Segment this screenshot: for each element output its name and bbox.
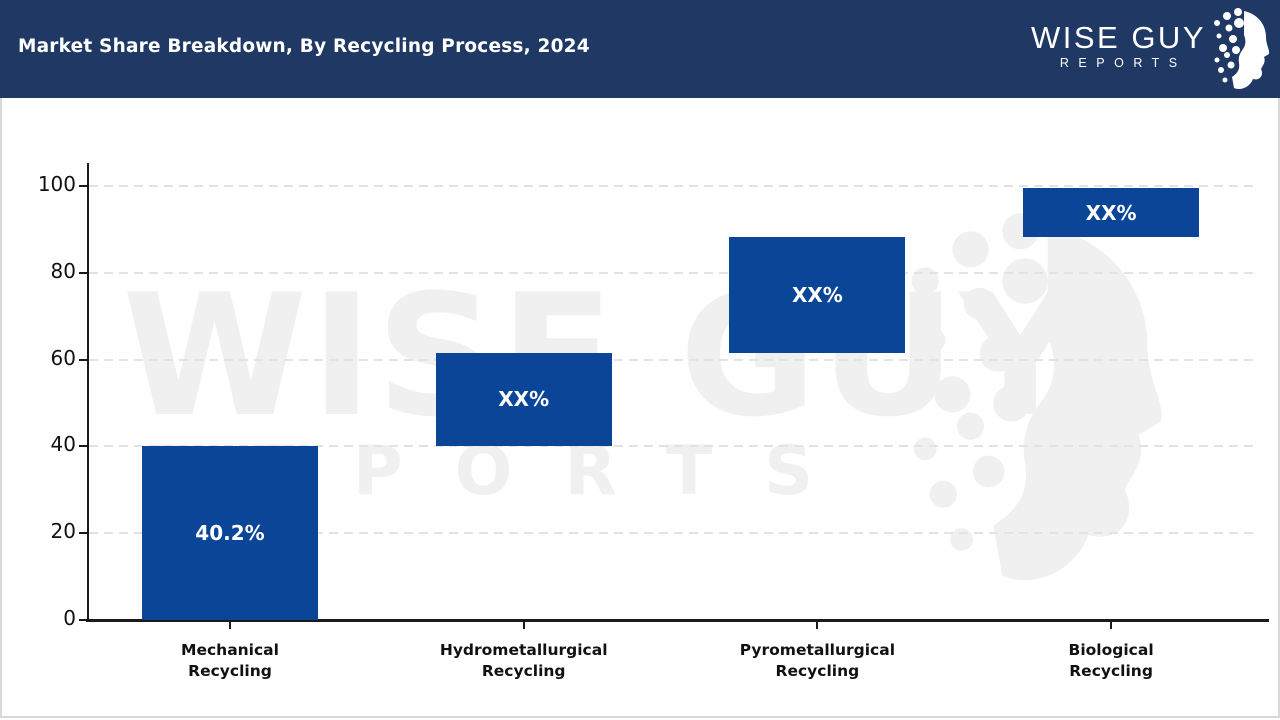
x-category-label: Pyrometallurgical Recycling [697,640,937,682]
y-tick-mark [79,532,88,535]
x-category-label-line: Mechanical [181,641,279,659]
bar-3 [1023,188,1200,238]
gridline [89,358,1256,361]
x-category-label-line: Hydrometallurgical [439,641,608,659]
brand-name: WISE GUY [1030,20,1206,55]
y-tick-label: 100 [37,172,76,196]
x-category-label-line: Biological [1068,641,1154,659]
y-tick-label: 0 [63,606,76,630]
x-category-label: Biological Recycling [991,640,1231,682]
bar-0 [142,445,318,620]
brand-head-icon [1214,8,1270,89]
watermark-head-icon [911,213,1162,581]
x-tick-mark [1110,621,1113,629]
y-tick-mark [79,619,88,621]
brand-subname: REPORTS [1059,55,1187,70]
x-category-label: Hydrometallurgical Recycling [404,640,644,682]
bar-1 [435,353,612,446]
gridline [89,445,1256,448]
y-tick-label: 60 [50,345,76,370]
x-category-label-line: Recycling [188,662,272,680]
bar-value-label: XX% [791,283,843,308]
gridline [89,185,1256,187]
y-tick-label: 80 [50,258,76,283]
gridline [89,532,1256,535]
x-category-label-line: Pyrometallurgical [739,641,896,659]
x-tick-mark [229,621,231,629]
x-tick-mark [522,621,525,629]
y-tick-label: 40 [50,432,76,457]
x-category-label-line: Recycling [1069,662,1153,680]
header-band: Market Share Breakdown, By Recycling Pro… [0,0,1280,98]
y-axis-spine [87,163,89,622]
x-category-label-line: Recycling [775,662,860,680]
y-tick-mark [79,185,88,187]
bar-value-label: XX% [498,387,550,412]
x-category-label: Mechanical Recycling [110,640,350,682]
bar-2 [729,237,906,354]
x-tick-mark [816,621,819,629]
x-axis-spine [86,619,1269,622]
y-tick-mark [79,445,88,448]
y-tick-mark [79,358,88,361]
y-tick-label: 20 [50,519,76,544]
y-tick-mark [79,271,88,274]
page-title: Market Share Breakdown, By Recycling Pro… [18,36,590,57]
brand-logo: WISE GUY REPORTS [1030,20,1206,70]
bar-value-label: 40.2% [195,520,265,545]
bar-value-label: XX% [1085,200,1137,225]
x-category-label-line: Recycling [481,662,566,680]
gridline [89,271,1256,274]
